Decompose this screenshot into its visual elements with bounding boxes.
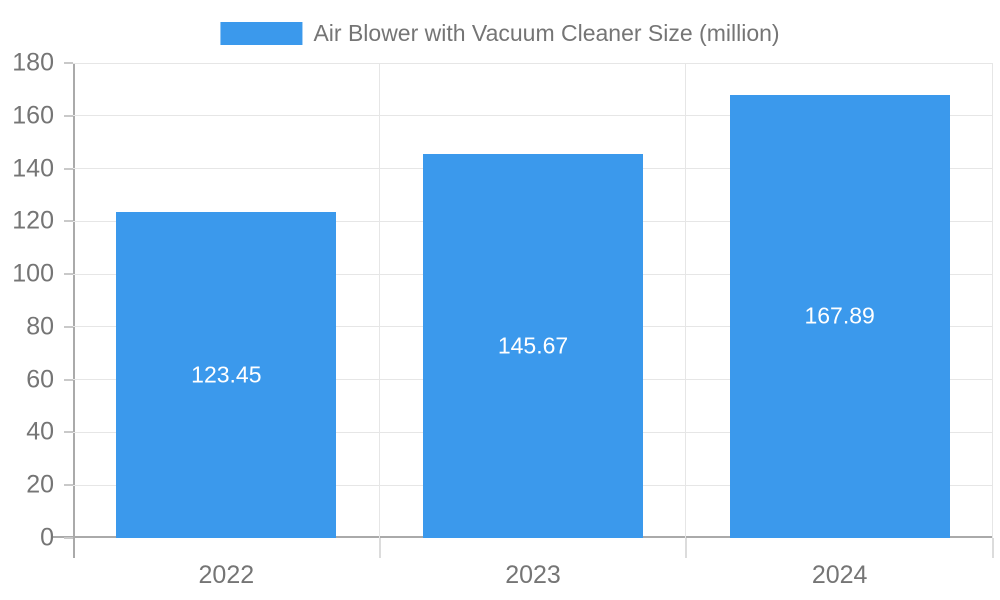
gridline-horizontal — [73, 62, 993, 64]
x-tick-mark — [378, 538, 381, 558]
x-tick-label: 2024 — [811, 561, 868, 589]
bar-2023[interactable] — [423, 153, 643, 538]
y-tick-mark — [64, 431, 73, 434]
y-tick-label: 40 — [26, 417, 54, 446]
legend-label: Air Blower with Vacuum Cleaner Size (mil… — [313, 20, 780, 46]
y-tick-mark — [64, 220, 73, 223]
y-axis-labels: 0 20 40 60 80 100 120 140 160 180 — [0, 50, 54, 550]
y-tick-mark — [64, 325, 73, 328]
plot-area: 123.45 145.67 167.89 — [52, 62, 994, 558]
bar-value-label: 123.45 — [191, 361, 262, 388]
legend-swatch-icon — [220, 22, 303, 45]
gridline-vertical — [992, 63, 993, 538]
y-axis-line — [73, 63, 75, 558]
y-tick-mark — [64, 62, 73, 64]
y-tick-mark — [64, 484, 73, 487]
y-tick-label: 120 — [12, 206, 54, 235]
bar-value-label: 145.67 — [497, 332, 569, 359]
x-tick-label: 2023 — [505, 561, 561, 589]
x-tick-mark — [992, 538, 994, 558]
bar-value-label: 167.89 — [804, 302, 875, 329]
gridline-vertical — [685, 63, 687, 538]
legend-item[interactable]: Air Blower with Vacuum Cleaner Size (mil… — [220, 20, 780, 47]
y-tick-label: 180 — [12, 48, 54, 77]
y-tick-label: 100 — [12, 259, 54, 288]
x-tick-label: 2022 — [198, 561, 255, 589]
y-tick-label: 0 — [40, 523, 54, 552]
y-tick-label: 160 — [12, 101, 54, 130]
y-tick-mark — [64, 273, 73, 276]
y-tick-mark — [64, 378, 73, 381]
y-tick-mark — [64, 537, 73, 539]
gridline-vertical — [378, 63, 380, 538]
y-tick-label: 20 — [26, 470, 54, 499]
bar-2024[interactable] — [729, 94, 950, 538]
y-tick-label: 60 — [26, 365, 54, 394]
bar-2022[interactable] — [116, 212, 337, 538]
y-tick-mark — [64, 167, 73, 170]
y-tick-label: 80 — [26, 312, 54, 341]
gridline-horizontal — [73, 115, 993, 117]
x-axis-labels: 2022 2023 2024 — [73, 563, 993, 593]
y-tick-mark — [64, 114, 73, 117]
y-tick-label: 140 — [12, 154, 54, 183]
x-tick-mark — [685, 538, 688, 558]
